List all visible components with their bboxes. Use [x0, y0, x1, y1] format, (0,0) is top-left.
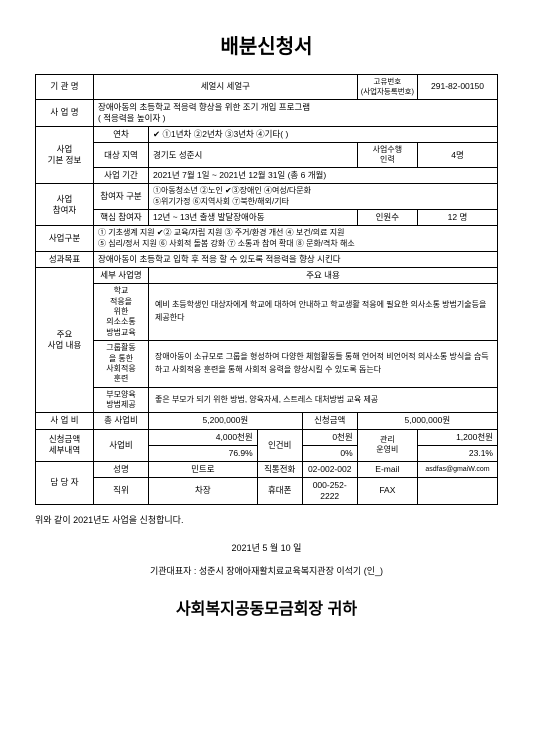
contact-label: 담 당 자 [36, 461, 94, 504]
name-label: 성명 [94, 461, 149, 477]
row2-desc: 좋은 부모가 되기 위한 방법, 양육자세, 스트레스 대처방법 교육 제공 [149, 387, 498, 413]
area-value: 경기도 성준시 [149, 142, 358, 168]
partic-label: 사업 참여자 [36, 184, 94, 226]
budget-label: 사 업 비 [36, 413, 94, 429]
req-label: 신청금액 [302, 413, 357, 429]
period-label: 사업 기간 [94, 168, 149, 184]
main-header: 주요 내용 [149, 268, 498, 284]
project-value: 장애아동의 초등학교 적응력 향상을 위한 조기 개입 프로그램 ( 적응력을 … [94, 99, 498, 126]
staff-value: 4명 [418, 142, 498, 168]
basic-label: 사업 기본 정보 [36, 126, 94, 184]
name-value: 민트로 [149, 461, 258, 477]
footer-note: 위와 같이 2021년도 사업을 신청합니다. [35, 513, 498, 526]
year-value: ✔ ①1년차 ②2년차 ③3년차 ④기타( ) [149, 126, 498, 142]
doc-title: 배분신청서 [35, 30, 498, 59]
cost-label: 사업비 [94, 429, 149, 461]
total-label: 총 사업비 [94, 413, 149, 429]
pos-value: 차장 [149, 477, 258, 504]
project-label: 사 업 명 [36, 99, 94, 126]
tel-value: 02-002-002 [302, 461, 357, 477]
fax-label: FAX [357, 477, 417, 504]
core-value: 12년 ~ 13년 출생 발달장애아동 [149, 210, 358, 226]
area-label: 대상 지역 [94, 142, 149, 168]
mgmt-amt: 1,200천원 [418, 429, 498, 445]
content-label: 주요 사업 내용 [36, 268, 94, 413]
goal-label: 성과목표 [36, 252, 94, 268]
cat-value: ① 기초생계 지원 ✔② 교육/자립 지원 ③ 주거/환경 개선 ④ 보건/의료… [94, 226, 498, 252]
type-label: 참여자 구분 [94, 184, 149, 210]
year-label: 연차 [94, 126, 149, 142]
cost-pct: 76.9% [149, 445, 258, 461]
reg-label: 고유번호 (사업자등록번호) [357, 75, 417, 100]
detail-label: 신청금액 세부내역 [36, 429, 94, 461]
req-value: 5,000,000원 [357, 413, 497, 429]
row1-name: 그룹활동 을 통한 사회적응 훈련 [94, 341, 149, 388]
fax-value [418, 477, 498, 504]
mob-label: 휴대폰 [257, 477, 302, 504]
period-value: 2021년 7월 1일 ~ 2021년 12월 31일 (총 6 개월) [149, 168, 498, 184]
count-value: 12 명 [418, 210, 498, 226]
cost-amt: 4,000천원 [149, 429, 258, 445]
email-value: asdfas@gmaiW.com [418, 461, 498, 477]
tel-label: 직통전화 [257, 461, 302, 477]
org-value: 세얼시 세얼구 [94, 75, 358, 100]
mgmt-label: 관리 운영비 [357, 429, 417, 461]
pos-label: 직위 [94, 477, 149, 504]
email-label: E-mail [357, 461, 417, 477]
sub-header: 세부 사업명 [94, 268, 149, 284]
mob-value: 000-252-2222 [302, 477, 357, 504]
cat-label: 사업구분 [36, 226, 94, 252]
footer-date: 2021년 5 월 10 일 [35, 541, 498, 554]
row0-name: 학교 적응을 위한 의소소통 방법교육 [94, 284, 149, 341]
row1-desc: 장애아동이 소규모로 그룹을 형성하여 다양한 체험활동들 통해 언어적 비언어… [149, 341, 498, 388]
type-value: ①아동청소년 ②노인 ✔③장애인 ④여성/다문화 ⑤위기가정 ⑥지역사회 ⑦북한… [149, 184, 498, 210]
row0-desc: 예비 초등학생인 대상자에게 학교에 대하여 안내하고 학교생활 적응에 필요한… [149, 284, 498, 341]
row2-name: 부모양육 방법제공 [94, 387, 149, 413]
goal-value: 장애아동이 초등학교 입학 후 적응 할 수 있도록 적응력을 향상 시킨다 [94, 252, 498, 268]
staff-label: 사업수행 인력 [357, 142, 417, 168]
form-table: 기 관 명 세얼시 세얼구 고유번호 (사업자등록번호) 291-82-0015… [35, 74, 498, 505]
footer-rep: 기관대표자 : 성준시 장애아재활치료교육복지관장 이석기 (인_) [35, 564, 498, 577]
labor-label: 인건비 [257, 429, 302, 461]
core-label: 핵심 참여자 [94, 210, 149, 226]
mgmt-pct: 23.1% [418, 445, 498, 461]
total-value: 5,200,000원 [149, 413, 303, 429]
count-label: 인원수 [357, 210, 417, 226]
labor-amt: 0천원 [302, 429, 357, 445]
labor-pct: 0% [302, 445, 357, 461]
org-label: 기 관 명 [36, 75, 94, 100]
reg-value: 291-82-00150 [418, 75, 498, 100]
footer-org: 사회복지공동모금회장 귀하 [35, 595, 498, 619]
